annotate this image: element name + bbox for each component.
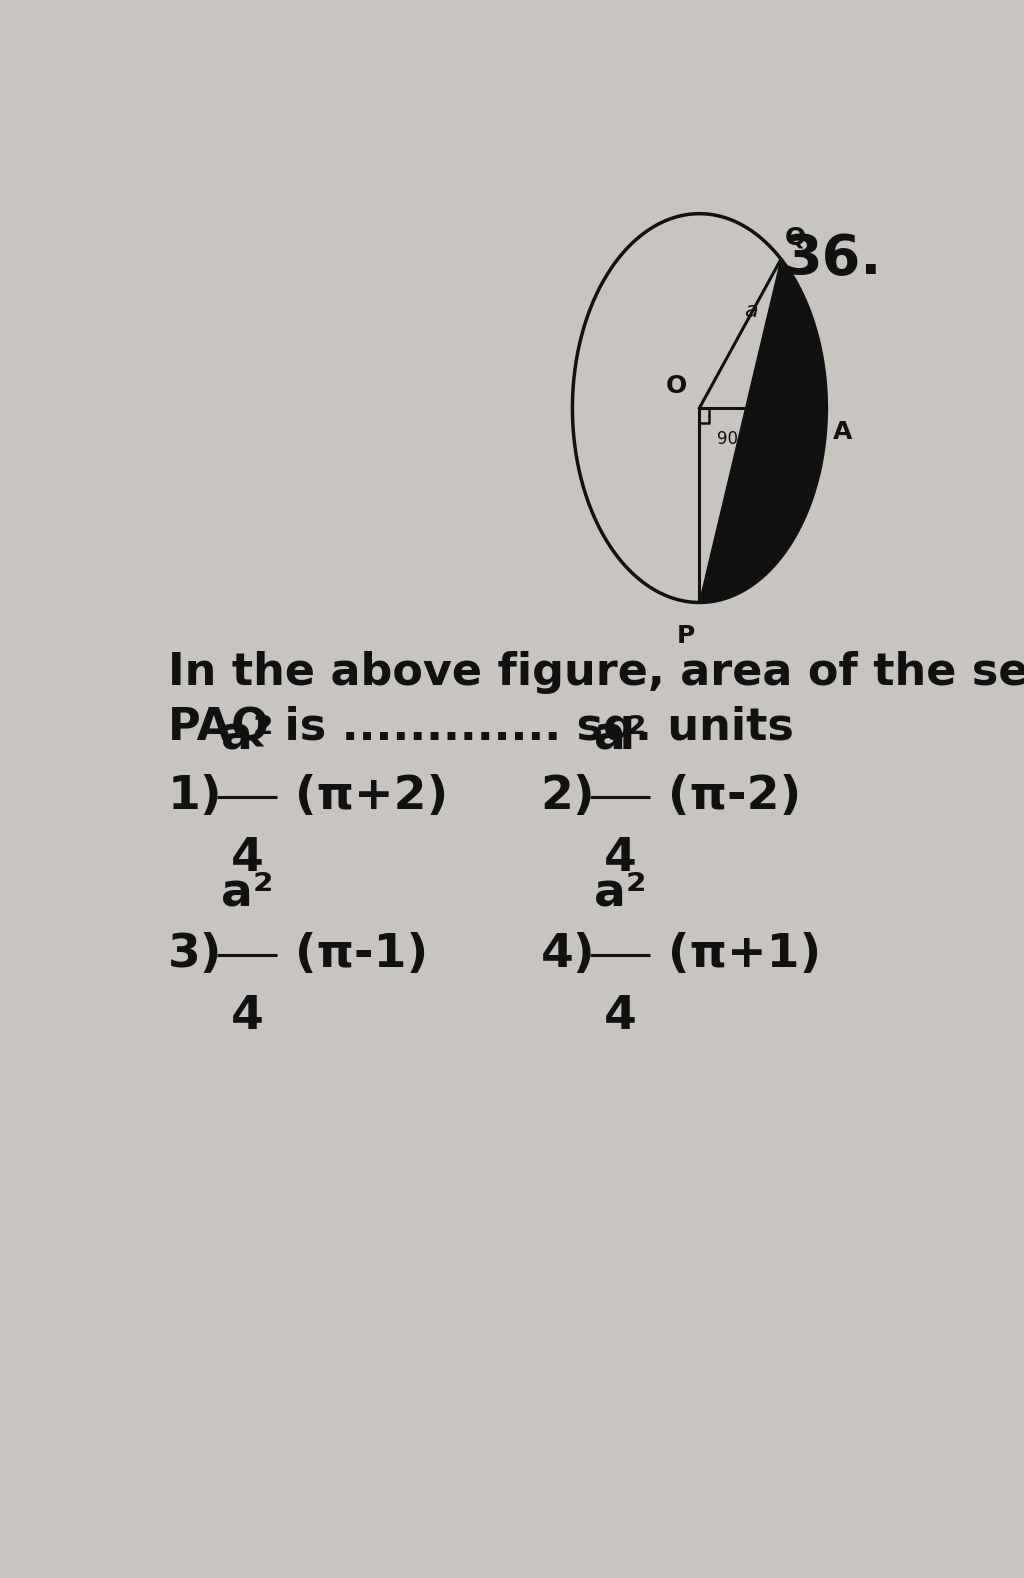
Text: 4: 4: [603, 836, 637, 881]
Text: a: a: [744, 301, 758, 322]
Text: (π+1): (π+1): [668, 933, 821, 977]
Text: 4: 4: [230, 836, 263, 881]
Text: (π+2): (π+2): [295, 775, 447, 819]
Text: 3): 3): [168, 933, 222, 977]
Text: a²: a²: [594, 713, 646, 757]
Text: 90°: 90°: [717, 429, 746, 448]
Text: O: O: [667, 374, 687, 398]
Text: A: A: [833, 420, 852, 445]
Text: a²: a²: [594, 871, 646, 915]
Text: (π-1): (π-1): [295, 933, 428, 977]
Text: 4): 4): [541, 933, 595, 977]
Polygon shape: [699, 259, 826, 603]
Text: 4: 4: [230, 994, 263, 1038]
Text: a²: a²: [221, 713, 273, 757]
Text: a²: a²: [221, 871, 273, 915]
Text: Q: Q: [785, 226, 806, 249]
Text: (π-2): (π-2): [668, 775, 801, 819]
Text: 2): 2): [541, 775, 595, 819]
Text: In the above figure, area of the segment: In the above figure, area of the segment: [168, 652, 1024, 694]
Text: 4: 4: [603, 994, 637, 1038]
Text: 36.: 36.: [783, 232, 882, 286]
Text: a: a: [756, 374, 770, 393]
Text: P: P: [677, 625, 695, 649]
Text: 1): 1): [168, 775, 222, 819]
Text: PAQ is ............. sq. units: PAQ is ............. sq. units: [168, 705, 794, 748]
